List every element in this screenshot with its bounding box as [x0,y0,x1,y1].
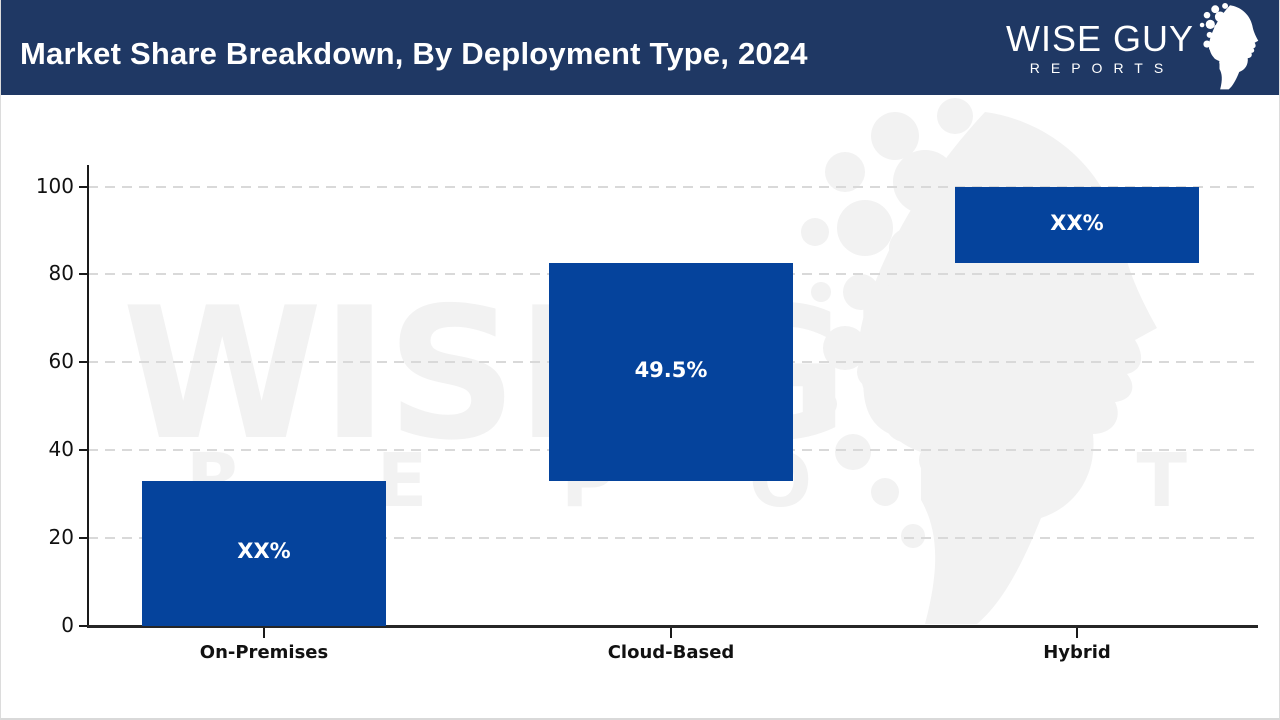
chart-plot-area: 0 20 40 60 80 100 XX% On-Premises 49.5% Cloud-Bas… [0,95,1280,720]
bar-On-Premises [142,480,386,626]
x-axis-spine [87,625,1258,628]
brand-name: WISE GUY [1005,18,1194,60]
y-tick-label-40: 40 [48,437,74,462]
brand-logo-text: WISE GUY REPORTS [1006,20,1194,76]
x-tick-On-Premises [263,628,265,638]
bar-label-On-Premises: XX% [237,539,291,564]
x-category-label-On-Premises: On-Premises [199,642,329,663]
brand-sub: REPORTS [1029,59,1175,76]
x-tick-Hybrid [1076,628,1078,638]
y-tick-20 [79,537,87,540]
y-tick-100 [79,185,87,188]
x-category-label-Cloud-Based: Cloud-Based [607,642,735,663]
y-tick-0 [79,625,87,627]
y-tick-80 [79,273,87,276]
bar-label-Cloud-Based: 49.5% [634,358,708,383]
y-tick-label-0: 0 [61,613,74,637]
y-tick-60 [79,361,87,364]
brand-logo: WISE GUY REPORTS [1006,2,1264,90]
y-tick-label-60: 60 [48,349,74,374]
gridline-20 [88,537,1256,540]
brand-head-icon [1199,2,1259,90]
y-tick-label-20: 20 [48,525,74,550]
y-tick-label-100: 100 [35,173,74,198]
page-title: Market Share Breakdown, By Deployment Ty… [20,36,808,71]
watermark-head-icon [801,98,1157,624]
bar-Cloud-Based [549,263,793,481]
x-tick-Cloud-Based [670,628,672,638]
y-axis-spine [87,165,89,627]
x-category-label-Hybrid: Hybrid [1043,642,1111,663]
bar-label-Hybrid: XX% [1050,210,1104,235]
gridline-100 [88,185,1256,188]
y-tick-40 [79,449,87,452]
header-bar: Market Share Breakdown, By Deployment Ty… [0,0,1280,95]
y-tick-label-80: 80 [48,261,74,286]
bar-Hybrid [955,186,1199,264]
